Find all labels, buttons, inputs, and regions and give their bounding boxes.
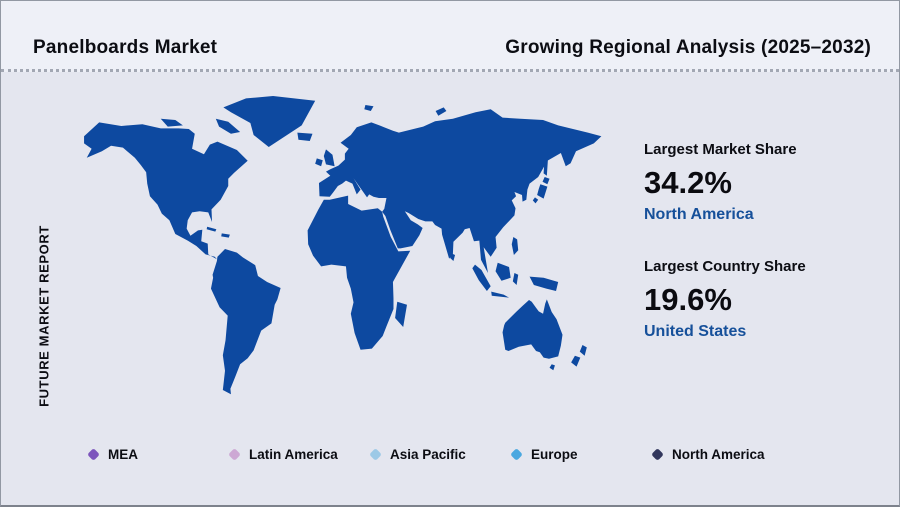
header-bar: Panelboards Market Growing Regional Anal… — [1, 1, 899, 72]
stat-value: 19.6% — [644, 282, 732, 317]
stats-panel: Largest Market Share 34.2% North America… — [644, 141, 884, 375]
legend-item-mea: MEA — [87, 447, 230, 462]
continents-silhouette — [84, 96, 602, 395]
legend-dot-icon — [369, 448, 382, 461]
stat-largest-market-share: Largest Market Share 34.2% North America — [644, 141, 884, 224]
legend-dot-icon — [87, 448, 100, 461]
world-map — [63, 93, 603, 405]
legend-dot-icon — [510, 448, 523, 461]
legend-label: MEA — [108, 447, 138, 462]
page-subtitle: Growing Regional Analysis (2025–2032) — [505, 37, 871, 58]
stat-region: North America — [644, 206, 754, 223]
legend-item-europe: Europe — [510, 447, 653, 462]
legend-item-asia-pacific: Asia Pacific — [369, 447, 512, 462]
legend-label: Asia Pacific — [390, 447, 466, 462]
legend-label: Latin America — [249, 447, 338, 462]
page-title: Panelboards Market — [33, 37, 218, 58]
stat-label: Largest Market Share — [644, 141, 797, 158]
world-map-svg — [84, 96, 602, 395]
stat-label: Largest Country Share — [644, 258, 806, 275]
legend-label: North America — [672, 447, 765, 462]
legend-dot-icon — [228, 448, 241, 461]
map-legend: MEA Latin America Asia Pacific Europe No… — [87, 447, 869, 462]
brand-vertical-text: FUTURE MARKET REPORT — [36, 225, 52, 407]
legend-label: Europe — [531, 447, 578, 462]
stat-largest-country-share: Largest Country Share 19.6% United State… — [644, 258, 884, 341]
legend-item-north-america: North America — [651, 447, 765, 462]
legend-dot-icon — [651, 448, 664, 461]
stat-value: 34.2% — [644, 165, 732, 200]
legend-item-latin-america: Latin America — [228, 447, 371, 462]
stat-region: United States — [644, 323, 747, 340]
